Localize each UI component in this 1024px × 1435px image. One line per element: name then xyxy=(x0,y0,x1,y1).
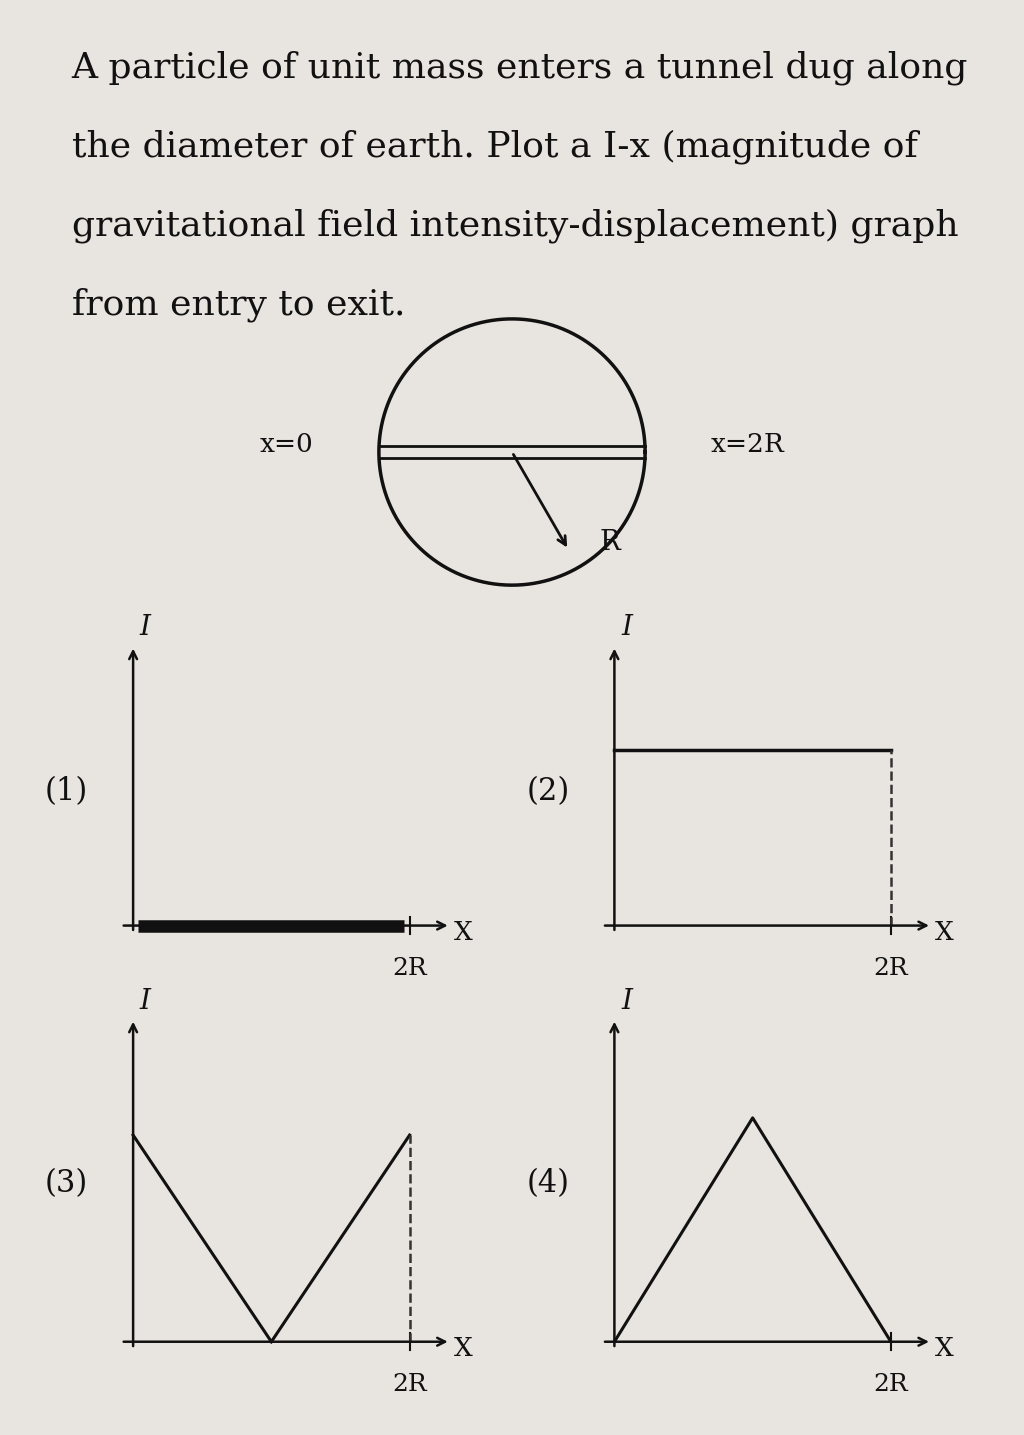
Text: from entry to exit.: from entry to exit. xyxy=(72,287,406,321)
Text: I: I xyxy=(140,987,151,1015)
Text: I: I xyxy=(622,614,632,641)
Text: (2): (2) xyxy=(526,776,569,806)
Text: I: I xyxy=(622,987,632,1015)
Text: gravitational field intensity-displacement) graph: gravitational field intensity-displaceme… xyxy=(72,208,958,243)
Text: x=2R: x=2R xyxy=(711,432,784,458)
Text: (3): (3) xyxy=(45,1168,88,1200)
Text: 2R: 2R xyxy=(392,1373,427,1396)
Text: X: X xyxy=(454,1336,472,1362)
Text: the diameter of earth. Plot a I-x (magnitude of: the diameter of earth. Plot a I-x (magni… xyxy=(72,129,918,164)
Text: R: R xyxy=(599,530,621,557)
Text: x=0: x=0 xyxy=(260,432,313,458)
Text: 2R: 2R xyxy=(873,1373,908,1396)
Text: (1): (1) xyxy=(45,776,88,806)
Text: 2R: 2R xyxy=(873,957,908,980)
Text: 2R: 2R xyxy=(392,957,427,980)
Text: X: X xyxy=(935,920,953,946)
Text: A particle of unit mass enters a tunnel dug along: A particle of unit mass enters a tunnel … xyxy=(72,50,968,85)
Text: I: I xyxy=(140,614,151,641)
Text: X: X xyxy=(454,920,472,946)
Text: X: X xyxy=(935,1336,953,1362)
Text: (4): (4) xyxy=(526,1168,569,1200)
